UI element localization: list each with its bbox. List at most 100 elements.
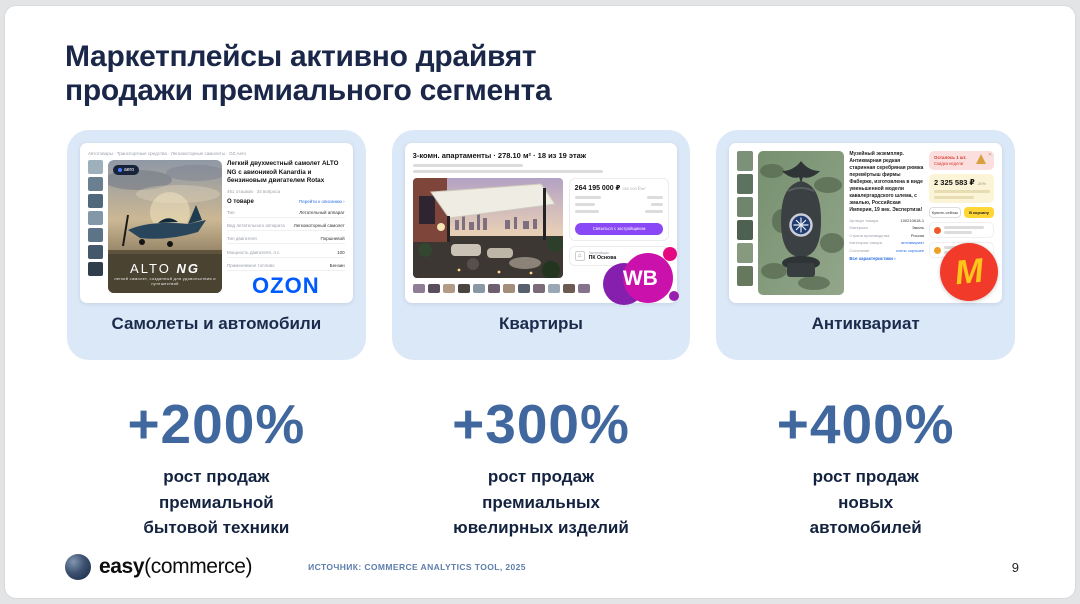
logo-commerce: (commerce) bbox=[144, 555, 253, 578]
about-description-link[interactable]: Перейти к описанию › bbox=[299, 198, 345, 204]
stat-value: +400% bbox=[776, 393, 955, 455]
contact-developer-button[interactable]: Связаться с застройщиком bbox=[574, 222, 664, 235]
thumbnail[interactable] bbox=[88, 228, 103, 242]
thumbnail[interactable] bbox=[88, 177, 103, 191]
price-detail-row bbox=[574, 196, 664, 199]
spec-row: Страна производства Россия bbox=[849, 232, 925, 238]
title-line-1: Маркетплейсы активно драйвят bbox=[65, 40, 537, 73]
thumbnail[interactable] bbox=[737, 266, 754, 286]
thumbnail[interactable] bbox=[737, 197, 754, 217]
title-line-2: продажи премиального сегмента bbox=[65, 73, 552, 107]
thumbnail[interactable] bbox=[412, 284, 425, 293]
rating-line[interactable]: 461 отзывов · 34 вопроса bbox=[227, 188, 281, 194]
wildberries-logo: WB bbox=[601, 247, 680, 309]
banner-line-2: Скидка недели bbox=[934, 161, 964, 166]
thumbnail[interactable] bbox=[737, 243, 754, 263]
thumbnail[interactable] bbox=[577, 284, 590, 293]
thumbnail[interactable] bbox=[457, 284, 470, 293]
thumbnail[interactable] bbox=[562, 284, 575, 293]
marketplace-cards-row: Автотовары · Транспортные средства · Лег… bbox=[67, 130, 1016, 360]
thumbnail[interactable] bbox=[517, 284, 530, 293]
add-to-cart-button[interactable]: В корзину bbox=[964, 207, 995, 218]
buy-now-button[interactable]: Купить сейчас bbox=[929, 207, 962, 218]
placeholder-line bbox=[934, 190, 991, 193]
thumbnail[interactable] bbox=[442, 284, 455, 293]
developer-icon: ⌂ bbox=[574, 251, 585, 261]
page-number: 9 bbox=[1011, 559, 1019, 575]
thumbnail[interactable] bbox=[502, 284, 515, 293]
aero-chip-label: aero bbox=[124, 167, 135, 173]
airplane-scene-image bbox=[108, 160, 222, 293]
logo-sphere-icon bbox=[65, 554, 91, 580]
placeholder-line bbox=[412, 170, 603, 173]
stat-appliances: +200% рост продаж премиальной бытовой те… bbox=[67, 392, 366, 541]
category-link[interactable]: антиквариат bbox=[901, 240, 925, 246]
megamarket-logo: М bbox=[940, 243, 999, 301]
terrace-scene-image bbox=[412, 178, 563, 278]
thumbnail[interactable] bbox=[427, 284, 440, 293]
spec-row: Состояние очень хорошее bbox=[849, 247, 925, 253]
thumbnail-strip[interactable] bbox=[737, 151, 754, 295]
card-label-apartments: Квартиры bbox=[499, 314, 583, 333]
stat-value: +300% bbox=[452, 393, 630, 455]
cashback-row[interactable] bbox=[929, 222, 995, 238]
thumbnail[interactable] bbox=[737, 151, 754, 171]
bonus-icon bbox=[934, 226, 942, 234]
price-detail-row bbox=[574, 203, 664, 206]
ozon-logo: OZON bbox=[252, 273, 320, 299]
seller-label: Застройщик bbox=[588, 251, 609, 255]
faberge-helmet-image bbox=[758, 151, 845, 295]
thumbnail[interactable] bbox=[547, 284, 560, 293]
aero-brand-chip: aero bbox=[113, 165, 140, 175]
card-label-antiques: Антиквариат bbox=[811, 314, 920, 333]
terrace-photo bbox=[412, 178, 563, 278]
thumbnail[interactable] bbox=[472, 284, 485, 293]
card-apartments: 3-комн. апартаменты · 278.10 м² · 18 из … bbox=[391, 130, 691, 360]
stat-caption: рост продаж премиальных ювелирных издели… bbox=[453, 467, 629, 537]
discount-note: -30% bbox=[976, 181, 987, 186]
spec-row: Категория товара антиквариат bbox=[849, 240, 925, 246]
wb-logo-letters: WB bbox=[622, 267, 658, 290]
alto-ng-wordmark: ALTO NG bbox=[130, 261, 200, 276]
aero-logo-icon bbox=[118, 168, 122, 172]
card-label-planes: Самолеты и автомобили bbox=[111, 314, 322, 333]
thumbnail[interactable] bbox=[532, 284, 545, 293]
seller-name: ПК Основа bbox=[588, 255, 617, 261]
card-planes-and-cars: Автотовары · Транспортные средства · Лег… bbox=[67, 130, 366, 360]
thumbnail[interactable] bbox=[88, 194, 103, 208]
megamarket-listing-screenshot: Музейный экземпляр. Антикварная редкая с… bbox=[729, 143, 1003, 303]
close-icon[interactable]: ✕ bbox=[987, 152, 993, 158]
thumbnail[interactable] bbox=[88, 245, 103, 259]
airplane-product-photo: aero ALTO NG легкий самолет, созданный д… bbox=[108, 160, 222, 293]
stat-jewelry: +300% рост продаж премиальных ювелирных … bbox=[392, 392, 691, 541]
wb-listing-screenshot: 3-комн. апартаменты · 278.10 м² · 18 из … bbox=[404, 143, 680, 305]
thumbnail[interactable] bbox=[88, 262, 103, 276]
stat-caption: рост продаж премиальной бытовой техники bbox=[143, 467, 290, 537]
thumbnail[interactable] bbox=[737, 174, 754, 194]
banner-line-1: Осталось 1 шт. bbox=[934, 155, 967, 160]
presentation-slide: Маркетплейсы активно драйвят продажи прем… bbox=[4, 5, 1076, 599]
delivery-icon bbox=[934, 246, 942, 254]
placeholder-line bbox=[934, 196, 975, 199]
spec-row: Вид летательного аппарата Легкомоторный с… bbox=[227, 223, 345, 232]
thumbnail-strip[interactable] bbox=[88, 160, 103, 301]
thumbnail[interactable] bbox=[88, 211, 103, 225]
thumbnail[interactable] bbox=[737, 220, 754, 240]
apartment-title: 3-комн. апартаменты · 278.10 м² · 18 из … bbox=[412, 151, 587, 160]
gold-helmet-icon bbox=[976, 154, 987, 164]
slide-title: Маркетплейсы активно драйвят продажи прем… bbox=[65, 40, 552, 108]
all-specs-link[interactable]: Все характеристики › bbox=[849, 255, 896, 261]
antique-product-photo bbox=[758, 151, 845, 295]
price-card: 264 195 000 ₽ 950 000 ₽/м² Связаться с з… bbox=[568, 178, 670, 241]
photo-thumbnails-row[interactable] bbox=[412, 284, 670, 293]
breadcrumb[interactable]: Автотовары · Транспортные средства · Лег… bbox=[88, 151, 246, 156]
apartment-price: 264 195 000 ₽ 950 000 ₽/м² bbox=[574, 185, 646, 192]
about-heading: О товаре bbox=[227, 198, 254, 205]
thumbnail[interactable] bbox=[88, 160, 103, 174]
stat-value: +200% bbox=[127, 393, 306, 455]
thumbnail[interactable] bbox=[487, 284, 500, 293]
antique-price: 2 325 583 ₽ -30% bbox=[934, 178, 987, 187]
spec-row: Мощность двигателя, л.с. 100 bbox=[227, 250, 345, 258]
price-per-meter: 950 000 ₽/м² bbox=[622, 186, 646, 191]
photo-caption: легкий самолет, созданный для удовольств… bbox=[114, 276, 216, 286]
